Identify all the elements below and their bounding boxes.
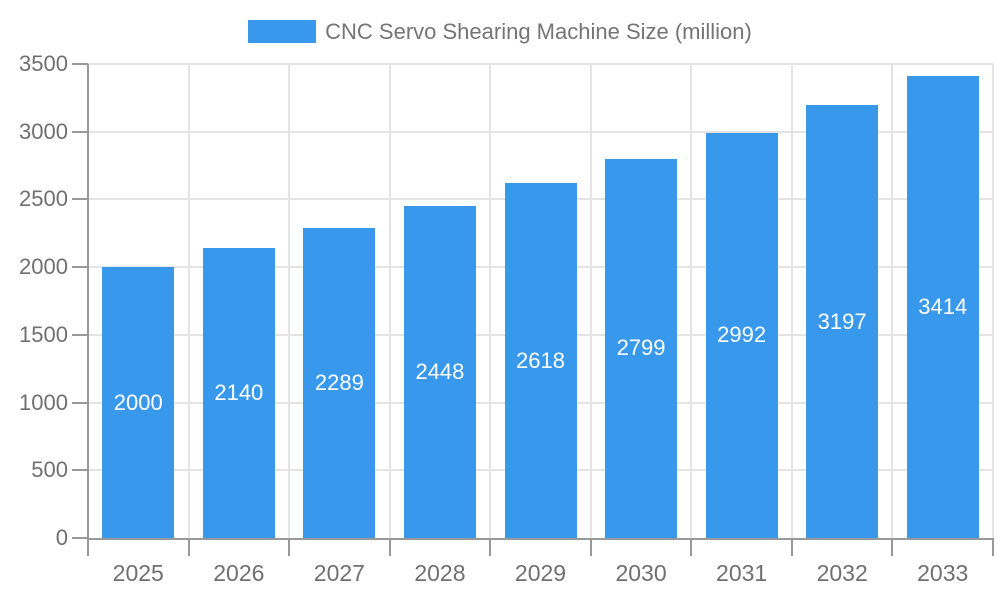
y-axis-tick-label: 2000: [19, 254, 68, 280]
x-axis-tick: [891, 538, 894, 556]
grid-line-vertical: [288, 64, 291, 538]
bar-value-label: 3197: [817, 308, 867, 334]
x-axis-tick-label: 2026: [213, 560, 265, 586]
grid-line-vertical: [992, 64, 994, 538]
bar-2027: [303, 228, 376, 538]
x-axis-tick-label: 2025: [112, 560, 164, 586]
bar-value-label: 2289: [314, 370, 364, 395]
y-axis-tick: [72, 130, 88, 133]
grid-line-vertical: [891, 64, 894, 538]
x-axis-tick-label: 2030: [615, 560, 667, 586]
x-axis-tick: [690, 538, 693, 556]
grid-line-vertical: [388, 64, 391, 538]
bar-2031: [705, 132, 778, 538]
y-axis-line: [87, 64, 89, 556]
x-axis-tick-label: 2031: [716, 560, 768, 586]
x-axis-tick: [288, 538, 291, 556]
chart-legend: CNC Servo Shearing Machine Size (million…: [0, 20, 1000, 43]
y-axis-tick: [72, 266, 88, 269]
grid-line-vertical: [690, 64, 693, 538]
legend-label: CNC Servo Shearing Machine Size (million…: [325, 19, 752, 44]
y-axis-tick: [72, 537, 88, 539]
y-axis-tick: [72, 198, 88, 201]
bar-2029: [504, 183, 577, 538]
legend-swatch: [248, 20, 317, 43]
grid-line-vertical: [790, 64, 793, 538]
bar-value-label: 2799: [616, 335, 666, 361]
y-axis-tick-label: 2500: [19, 186, 68, 212]
bar-2028: [403, 206, 476, 538]
y-axis-tick-label: 3500: [19, 51, 68, 76]
bar-value-label: 2140: [214, 380, 264, 406]
bar-value-label: 2618: [516, 347, 565, 373]
y-axis-tick-label: 500: [31, 457, 68, 483]
x-axis-tick-label: 2032: [816, 560, 868, 586]
bar-value-label: 2448: [415, 359, 465, 385]
bar-2032: [806, 105, 879, 538]
y-axis-tick-label: 3000: [19, 118, 68, 144]
bar-2025: [102, 267, 175, 538]
grid-line-vertical: [589, 64, 592, 538]
x-axis-tick-label: 2033: [917, 560, 969, 586]
x-axis-tick-label: 2029: [514, 560, 567, 586]
x-axis-line: [88, 538, 993, 540]
x-axis-tick: [589, 538, 592, 556]
y-axis-tick-label: 0: [55, 525, 68, 550]
bar-value-label: 3414: [918, 293, 968, 319]
legend-item[interactable]: CNC Servo Shearing Machine Size (million…: [248, 20, 752, 43]
x-axis-tick: [790, 538, 793, 556]
y-axis-tick-label: 1000: [19, 389, 68, 415]
grid-line-horizontal: [88, 130, 993, 133]
x-axis-tick-label: 2028: [414, 560, 466, 586]
bar-2026: [202, 248, 275, 538]
x-axis-tick: [489, 538, 492, 556]
grid-line-vertical: [489, 64, 492, 538]
y-axis-tick: [72, 63, 88, 65]
x-axis-tick: [992, 538, 994, 556]
x-axis-tick-label: 2027: [313, 560, 365, 586]
bar-value-label: 2992: [717, 322, 767, 348]
x-axis-tick: [187, 538, 190, 556]
y-axis-tick: [72, 469, 88, 472]
grid-line-vertical: [187, 64, 190, 538]
x-axis-tick: [388, 538, 391, 556]
y-axis-tick-label: 1500: [19, 321, 68, 347]
grid-line-horizontal: [88, 63, 993, 65]
bar-2030: [605, 158, 678, 538]
bar-2033: [906, 75, 979, 538]
y-axis-tick: [72, 401, 88, 404]
y-axis-tick: [72, 333, 88, 336]
bar-value-label: 2000: [113, 389, 163, 415]
